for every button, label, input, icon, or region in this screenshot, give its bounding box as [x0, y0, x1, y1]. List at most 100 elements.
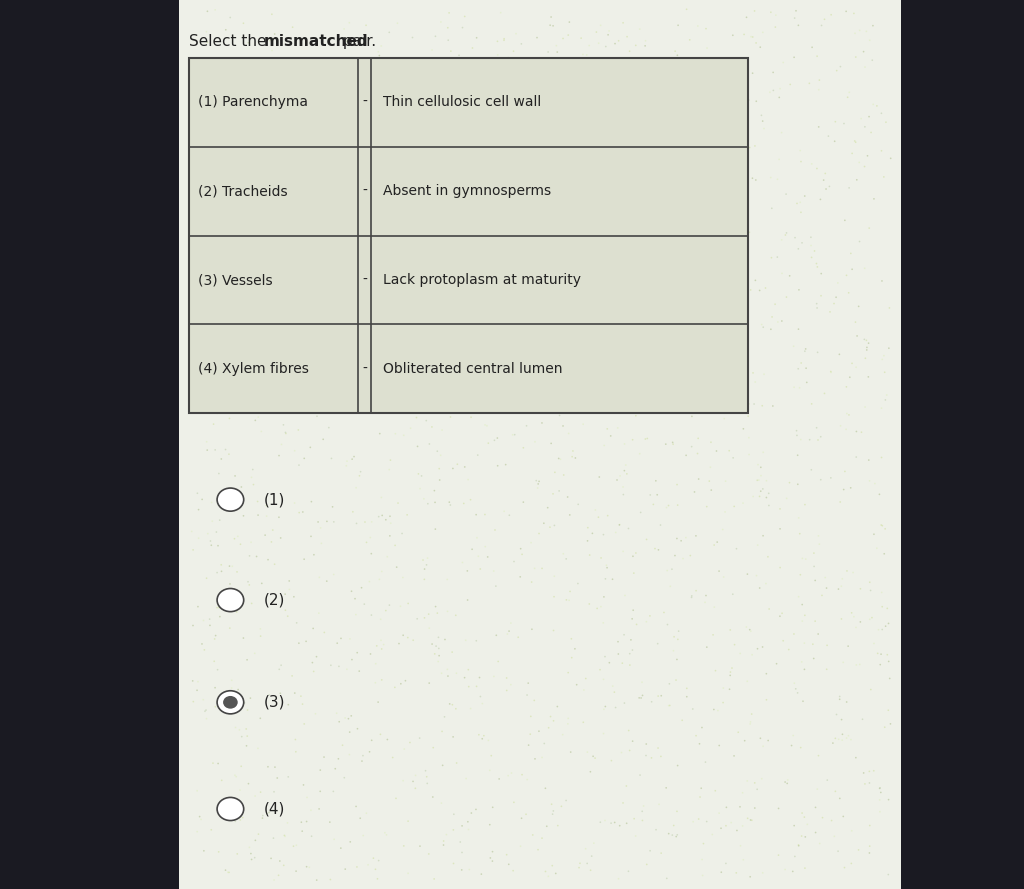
Point [658, 212, 675, 226]
Point [755, 529, 771, 543]
Point [384, 750, 400, 765]
Point [210, 284, 226, 298]
Point [252, 305, 268, 319]
Point [234, 336, 251, 350]
Point [305, 287, 322, 301]
Point [474, 330, 490, 344]
Point [426, 484, 442, 498]
Point [354, 319, 371, 333]
Point [208, 629, 224, 643]
Point [744, 365, 761, 380]
Point [610, 871, 627, 885]
Point [838, 422, 854, 436]
Point [443, 344, 460, 358]
Point [231, 723, 248, 737]
Point [322, 236, 338, 251]
Point [839, 731, 855, 745]
Point [239, 653, 255, 667]
Point [671, 259, 687, 273]
Point [825, 296, 842, 310]
Point [569, 184, 586, 198]
Point [514, 197, 530, 212]
Point [676, 353, 692, 367]
Point [589, 210, 605, 224]
Point [537, 330, 553, 344]
Point [325, 110, 341, 124]
Point [484, 282, 501, 296]
Point [345, 65, 361, 79]
Point [421, 847, 437, 861]
Point [835, 727, 851, 741]
Point [504, 396, 520, 411]
Point [369, 639, 385, 653]
Point [614, 285, 631, 300]
Point [473, 867, 489, 881]
Point [546, 256, 562, 270]
Point [331, 660, 347, 674]
Point [857, 60, 873, 74]
Point [189, 378, 206, 392]
Point [451, 364, 467, 379]
Text: mismatched: mismatched [264, 34, 369, 49]
Point [564, 450, 581, 464]
Point [738, 620, 755, 634]
Point [874, 599, 891, 613]
Point [549, 45, 565, 60]
Point [392, 151, 409, 165]
Point [332, 81, 348, 95]
Point [622, 44, 638, 59]
Point [256, 168, 272, 182]
Point [353, 581, 370, 595]
Point [670, 126, 686, 140]
Point [651, 797, 668, 812]
Point [186, 105, 203, 119]
Point [528, 384, 545, 398]
Point [589, 601, 605, 615]
Point [524, 154, 541, 168]
Point [882, 671, 898, 685]
Point [475, 70, 492, 84]
Point [265, 385, 282, 399]
Point [199, 711, 215, 725]
Point [455, 20, 471, 35]
Point [828, 63, 845, 77]
Point [649, 637, 666, 651]
Point [308, 190, 325, 204]
Point [841, 729, 857, 743]
Point [486, 523, 503, 537]
Point [637, 106, 653, 120]
Point [519, 200, 536, 214]
Point [236, 509, 252, 523]
Point [691, 324, 708, 339]
Point [592, 662, 608, 677]
Text: (2) Tracheids: (2) Tracheids [198, 184, 288, 198]
Point [615, 544, 632, 558]
Point [308, 129, 325, 143]
Point [213, 557, 229, 572]
Point [755, 445, 771, 460]
Point [553, 186, 569, 200]
Point [564, 444, 581, 458]
Point [548, 181, 564, 196]
Point [730, 725, 746, 740]
Point [501, 509, 517, 523]
Point [690, 472, 707, 486]
Point [512, 570, 528, 584]
Point [711, 318, 727, 332]
Point [361, 574, 378, 589]
Point [288, 82, 304, 96]
Point [305, 621, 322, 636]
Point [276, 829, 293, 843]
Point [469, 126, 485, 140]
Point [395, 839, 412, 853]
Point [791, 837, 807, 852]
Point [357, 18, 374, 32]
Point [477, 308, 494, 322]
Point [350, 271, 367, 285]
Point [698, 141, 715, 156]
Point [441, 697, 458, 711]
Point [684, 409, 700, 423]
Point [537, 736, 553, 750]
Point [222, 481, 239, 495]
Point [274, 161, 291, 175]
